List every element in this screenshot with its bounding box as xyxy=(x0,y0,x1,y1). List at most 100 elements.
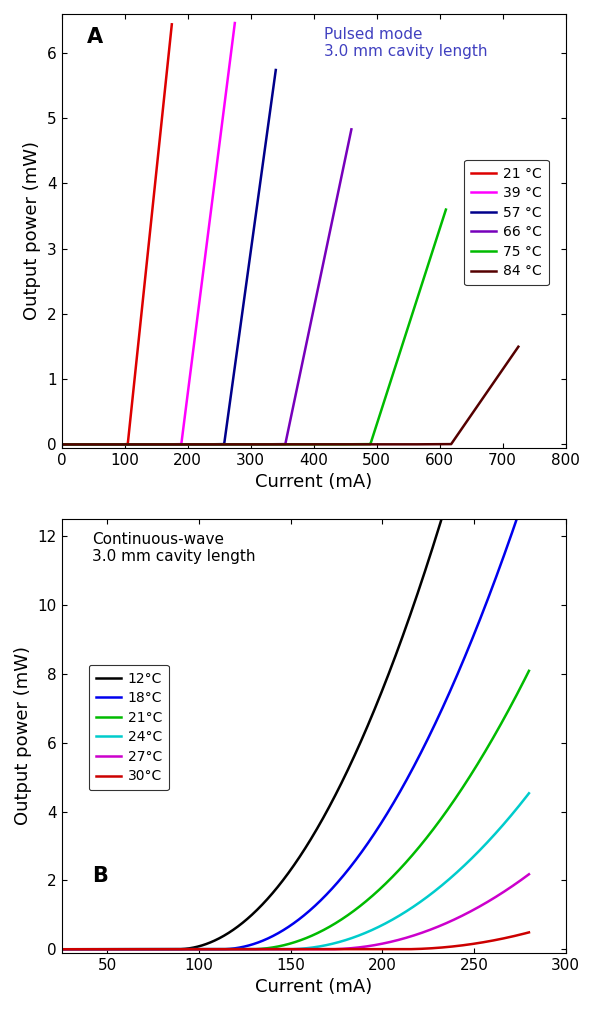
57 °C xyxy=(245,257,252,269)
12°C xyxy=(58,943,65,955)
84 °C xyxy=(514,341,522,353)
24°C xyxy=(422,892,429,904)
21 °C xyxy=(71,438,78,450)
57 °C xyxy=(91,438,98,450)
75 °C xyxy=(380,398,387,410)
Line: 21 °C: 21 °C xyxy=(62,24,172,444)
18°C xyxy=(422,736,429,748)
12°C xyxy=(379,684,386,696)
Line: 30°C: 30°C xyxy=(62,932,529,949)
12°C xyxy=(106,943,113,955)
27°C xyxy=(422,925,429,937)
Line: 75 °C: 75 °C xyxy=(62,210,446,444)
18°C xyxy=(431,719,438,731)
39 °C xyxy=(231,17,238,29)
30°C xyxy=(247,943,254,955)
84 °C xyxy=(515,340,522,352)
21°C xyxy=(106,943,113,955)
Y-axis label: Output power (mW): Output power (mW) xyxy=(23,141,42,320)
39 °C xyxy=(204,234,211,246)
21 °C xyxy=(66,438,73,450)
24°C xyxy=(379,919,386,931)
30°C xyxy=(379,943,386,955)
30°C xyxy=(422,942,429,954)
21°C xyxy=(431,821,438,833)
21 °C xyxy=(132,366,139,378)
39 °C xyxy=(187,365,194,377)
24°C xyxy=(58,943,65,955)
27°C xyxy=(379,937,386,949)
21°C xyxy=(247,943,254,955)
27°C xyxy=(106,943,113,955)
21°C xyxy=(264,942,271,954)
Text: B: B xyxy=(92,866,108,886)
30°C xyxy=(264,943,271,955)
57 °C xyxy=(272,67,279,79)
84 °C xyxy=(480,391,487,403)
Line: 84 °C: 84 °C xyxy=(62,346,519,444)
12°C xyxy=(264,893,271,905)
24°C xyxy=(525,787,532,799)
27°C xyxy=(247,943,254,955)
12°C xyxy=(525,182,532,194)
18°C xyxy=(264,932,271,944)
X-axis label: Current (mA): Current (mA) xyxy=(255,978,372,996)
18°C xyxy=(525,477,532,489)
Line: 24°C: 24°C xyxy=(62,793,529,949)
21°C xyxy=(422,832,429,844)
18°C xyxy=(379,815,386,827)
12°C xyxy=(422,562,429,574)
18°C xyxy=(106,943,113,955)
75 °C xyxy=(189,438,196,450)
27°C xyxy=(525,869,532,881)
Text: Pulsed mode
3.0 mm cavity length: Pulsed mode 3.0 mm cavity length xyxy=(324,27,487,60)
Line: 27°C: 27°C xyxy=(62,875,529,949)
66 °C xyxy=(153,438,160,450)
Line: 18°C: 18°C xyxy=(62,483,529,949)
57 °C xyxy=(127,438,134,450)
75 °C xyxy=(442,205,449,217)
21 °C xyxy=(168,21,175,33)
75 °C xyxy=(121,438,128,450)
18°C xyxy=(58,943,65,955)
66 °C xyxy=(58,438,65,450)
27°C xyxy=(58,943,65,955)
Legend: 12°C, 18°C, 21°C, 24°C, 27°C, 30°C: 12°C, 18°C, 21°C, 24°C, 27°C, 30°C xyxy=(89,665,169,790)
39 °C xyxy=(231,20,238,32)
Line: 21°C: 21°C xyxy=(62,671,529,949)
27°C xyxy=(264,943,271,955)
39 °C xyxy=(58,438,65,450)
Text: A: A xyxy=(87,27,103,46)
66 °C xyxy=(347,125,355,137)
66 °C xyxy=(348,123,355,135)
75 °C xyxy=(94,438,101,450)
Line: 39 °C: 39 °C xyxy=(62,23,235,444)
66 °C xyxy=(314,286,321,298)
12°C xyxy=(431,535,438,547)
84 °C xyxy=(223,438,230,450)
24°C xyxy=(264,943,271,955)
Text: Continuous-wave
3.0 mm cavity length: Continuous-wave 3.0 mm cavity length xyxy=(92,532,255,565)
75 °C xyxy=(58,438,65,450)
57 °C xyxy=(229,374,236,386)
Y-axis label: Output power (mW): Output power (mW) xyxy=(14,646,32,825)
Line: 57 °C: 57 °C xyxy=(62,70,276,444)
18°C xyxy=(247,939,254,951)
57 °C xyxy=(77,438,84,450)
27°C xyxy=(431,922,438,934)
66 °C xyxy=(84,438,91,450)
84 °C xyxy=(137,438,144,450)
84 °C xyxy=(58,438,65,450)
Line: 12°C: 12°C xyxy=(62,188,529,949)
39 °C xyxy=(83,438,90,450)
21°C xyxy=(379,881,386,893)
66 °C xyxy=(293,384,301,396)
24°C xyxy=(106,943,113,955)
84 °C xyxy=(459,421,466,433)
21°C xyxy=(58,943,65,955)
84 °C xyxy=(103,438,110,450)
30°C xyxy=(106,943,113,955)
21 °C xyxy=(168,18,175,30)
24°C xyxy=(431,886,438,898)
39 °C xyxy=(72,438,79,450)
